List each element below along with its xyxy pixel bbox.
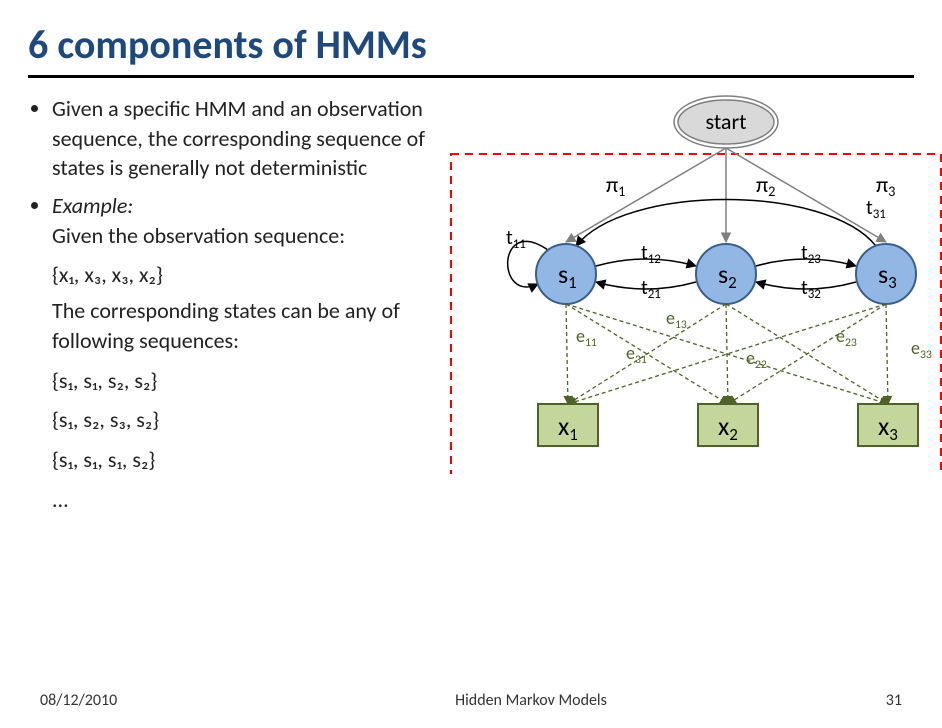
example-lead: Example: (52, 192, 133, 219)
svg-text:e13: e13 (666, 307, 687, 332)
svg-text:t12: t12 (641, 241, 661, 267)
state-seq-1: {s₁, s₁, s₂, s₂} (52, 366, 428, 396)
obs-sequence: {x₁, x₃, x₃, x₂} (52, 260, 428, 290)
text-column: Given a specific HMM and an observation … (28, 94, 428, 522)
content-row: Given a specific HMM and an observation … (28, 94, 914, 522)
footer-page: 31 (822, 691, 902, 710)
svg-text:t31: t31 (866, 196, 886, 222)
bullet-2: Example: Given the observation sequence:… (52, 191, 428, 514)
footer-title: Hidden Markov Models (240, 691, 822, 710)
svg-text:t21: t21 (641, 276, 661, 302)
svg-text:π1: π1 (606, 171, 625, 200)
svg-text:e22: e22 (746, 347, 767, 372)
footer: 08/12/2010 Hidden Markov Models 31 (0, 691, 942, 710)
svg-text:e31: e31 (626, 342, 647, 367)
svg-text:e11: e11 (576, 325, 597, 350)
svg-text:t23: t23 (801, 241, 821, 267)
svg-text:e23: e23 (836, 325, 857, 350)
footer-date: 08/12/2010 (40, 691, 240, 710)
diagram-svg: startπ1π2π3t11t12t21t23t32t31s1s2s3e11e1… (446, 94, 942, 474)
svg-text:e33: e33 (911, 337, 932, 362)
slide: 6 components of HMMs Given a specific HM… (0, 0, 942, 728)
corr-intro: The corresponding states can be any of f… (52, 296, 428, 355)
svg-text:start: start (705, 108, 746, 135)
state-seq-3: {s₁, s₁, s₁, s₂} (52, 445, 428, 475)
svg-text:t32: t32 (801, 276, 821, 302)
ellipsis: ... (52, 485, 428, 515)
bullet-list: Given a specific HMM and an observation … (28, 94, 428, 514)
bullet-1: Given a specific HMM and an observation … (52, 94, 428, 183)
hmm-diagram: startπ1π2π3t11t12t21t23t32t31s1s2s3e11e1… (446, 94, 914, 474)
slide-title: 6 components of HMMs (28, 20, 914, 78)
example-body: Given the observation sequence: (52, 222, 345, 249)
state-seq-2: {s₁, s₂, s₃, s₂} (52, 405, 428, 435)
svg-text:π3: π3 (876, 171, 895, 200)
svg-text:t11: t11 (506, 226, 526, 252)
